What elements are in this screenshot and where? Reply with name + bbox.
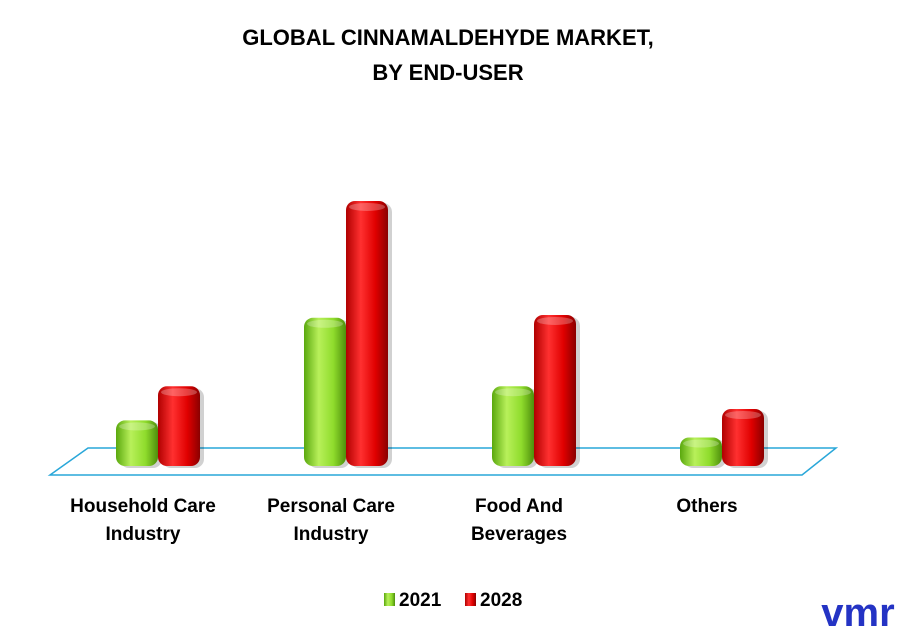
x-label-0-0: Household Care xyxy=(70,496,216,517)
legend-item-2021: 2021 xyxy=(384,590,442,611)
bar-2021-3 xyxy=(680,437,726,468)
chart-floor xyxy=(47,447,839,476)
x-label-0-1: Industry xyxy=(106,524,181,545)
x-label-2-0: Food And xyxy=(475,496,563,517)
chart-title-line-1: GLOBAL CINNAMALDEHYDE MARKET, xyxy=(242,25,653,50)
chart-title-line-2: BY END-USER xyxy=(372,60,523,85)
bars xyxy=(116,200,768,468)
legend: 2021 2028 xyxy=(384,590,522,611)
legend-label-2028: 2028 xyxy=(480,590,522,611)
x-label-2-1: Beverages xyxy=(471,524,567,545)
bar-2028-1 xyxy=(346,200,392,468)
bar-2021-0 xyxy=(116,420,162,468)
bar-2028-3 xyxy=(722,409,768,468)
vmr-logo: vmr xyxy=(821,591,894,632)
bar-2021-2 xyxy=(492,386,538,468)
x-label-3-0: Others xyxy=(676,496,737,517)
x-axis-labels: Household Care Industry Personal Care Indus… xyxy=(70,496,737,545)
legend-item-2028: 2028 xyxy=(465,590,522,611)
x-label-1-0: Personal Care xyxy=(267,496,395,517)
svg-text:vmr: vmr xyxy=(821,591,894,632)
bar-2021-1 xyxy=(304,317,350,468)
legend-label-2021: 2021 xyxy=(399,590,442,611)
bar-2028-2 xyxy=(534,314,580,468)
x-label-1-1: Industry xyxy=(294,524,369,545)
bar-2028-0 xyxy=(158,386,204,468)
